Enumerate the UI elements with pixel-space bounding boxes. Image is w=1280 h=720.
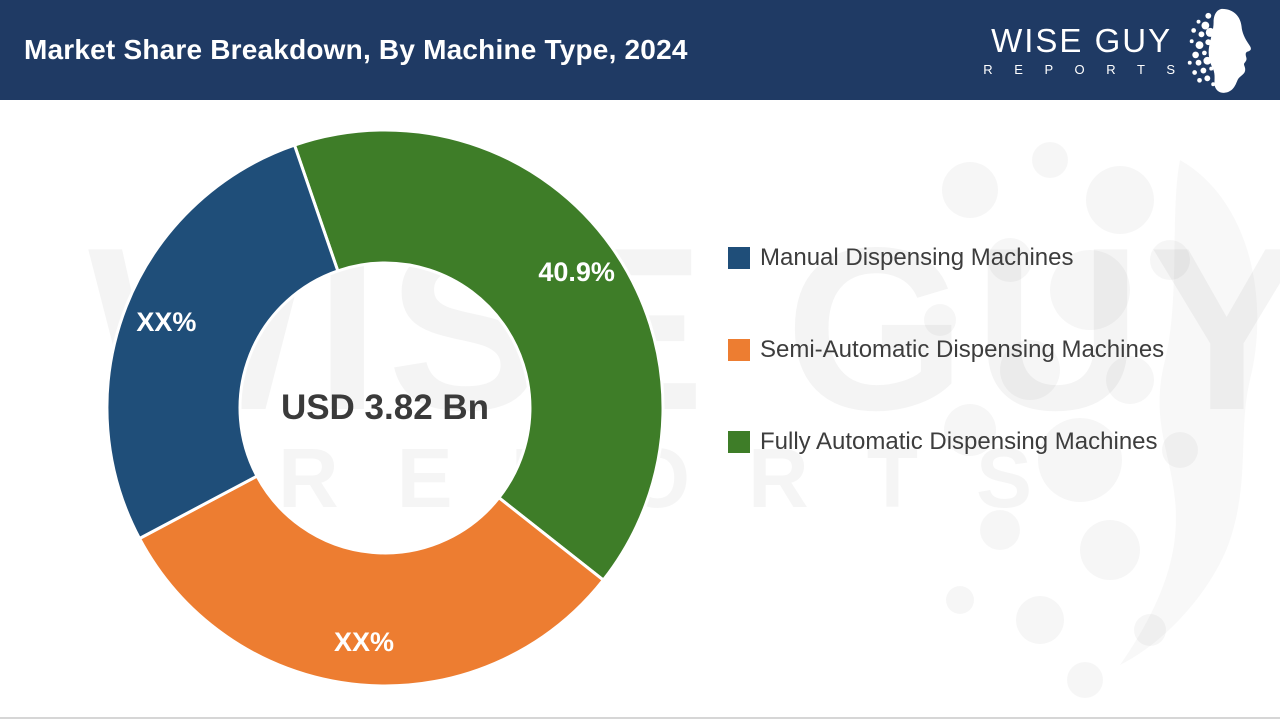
legend-item-semi-automatic: Semi-Automatic Dispensing Machines (728, 336, 1165, 363)
segment-percent-label-0: 40.9% (538, 257, 615, 287)
page-title: Market Share Breakdown, By Machine Type,… (24, 34, 688, 65)
legend-label-semi-automatic: Semi-Automatic Dispensing Machines (760, 336, 1165, 363)
legend-swatch-semi-automatic (728, 339, 750, 361)
header-bar: Market Share Breakdown, By Machine Type,… (0, 0, 1280, 100)
logo-line1: WISE GUY (991, 22, 1173, 59)
legend-swatch-fully-automatic (728, 431, 750, 453)
legend-label-manual: Manual Dispensing Machines (760, 244, 1074, 271)
segment-percent-label-2: XX% (136, 307, 196, 337)
wiseguy-logo-text: WISE GUY R E P O R T S (979, 24, 1184, 76)
legend-item-manual: Manual Dispensing Machines (728, 244, 1164, 271)
donut-chart: 40.9% XX% XX% (105, 128, 665, 688)
bottom-divider (0, 717, 1280, 719)
donut-segment-0 (293, 128, 665, 582)
wiseguy-logo: WISE GUY R E P O R T S (979, 6, 1258, 94)
chart-legend: Manual Dispensing Machines Semi-Automati… (728, 244, 1165, 522)
legend-swatch-manual (728, 247, 750, 269)
donut-center-value: USD 3.82 Bn (280, 388, 490, 427)
donut-segment-2 (105, 143, 340, 540)
segment-percent-label-1: XX% (334, 627, 394, 657)
legend-label-fully-automatic: Fully Automatic Dispensing Machines (760, 428, 1158, 455)
legend-item-fully-automatic: Fully Automatic Dispensing Machines (728, 428, 1164, 455)
logo-line2: R E P O R T S (983, 62, 1184, 77)
wiseguy-face-icon (1187, 8, 1251, 93)
donut-segment-1 (138, 474, 605, 688)
